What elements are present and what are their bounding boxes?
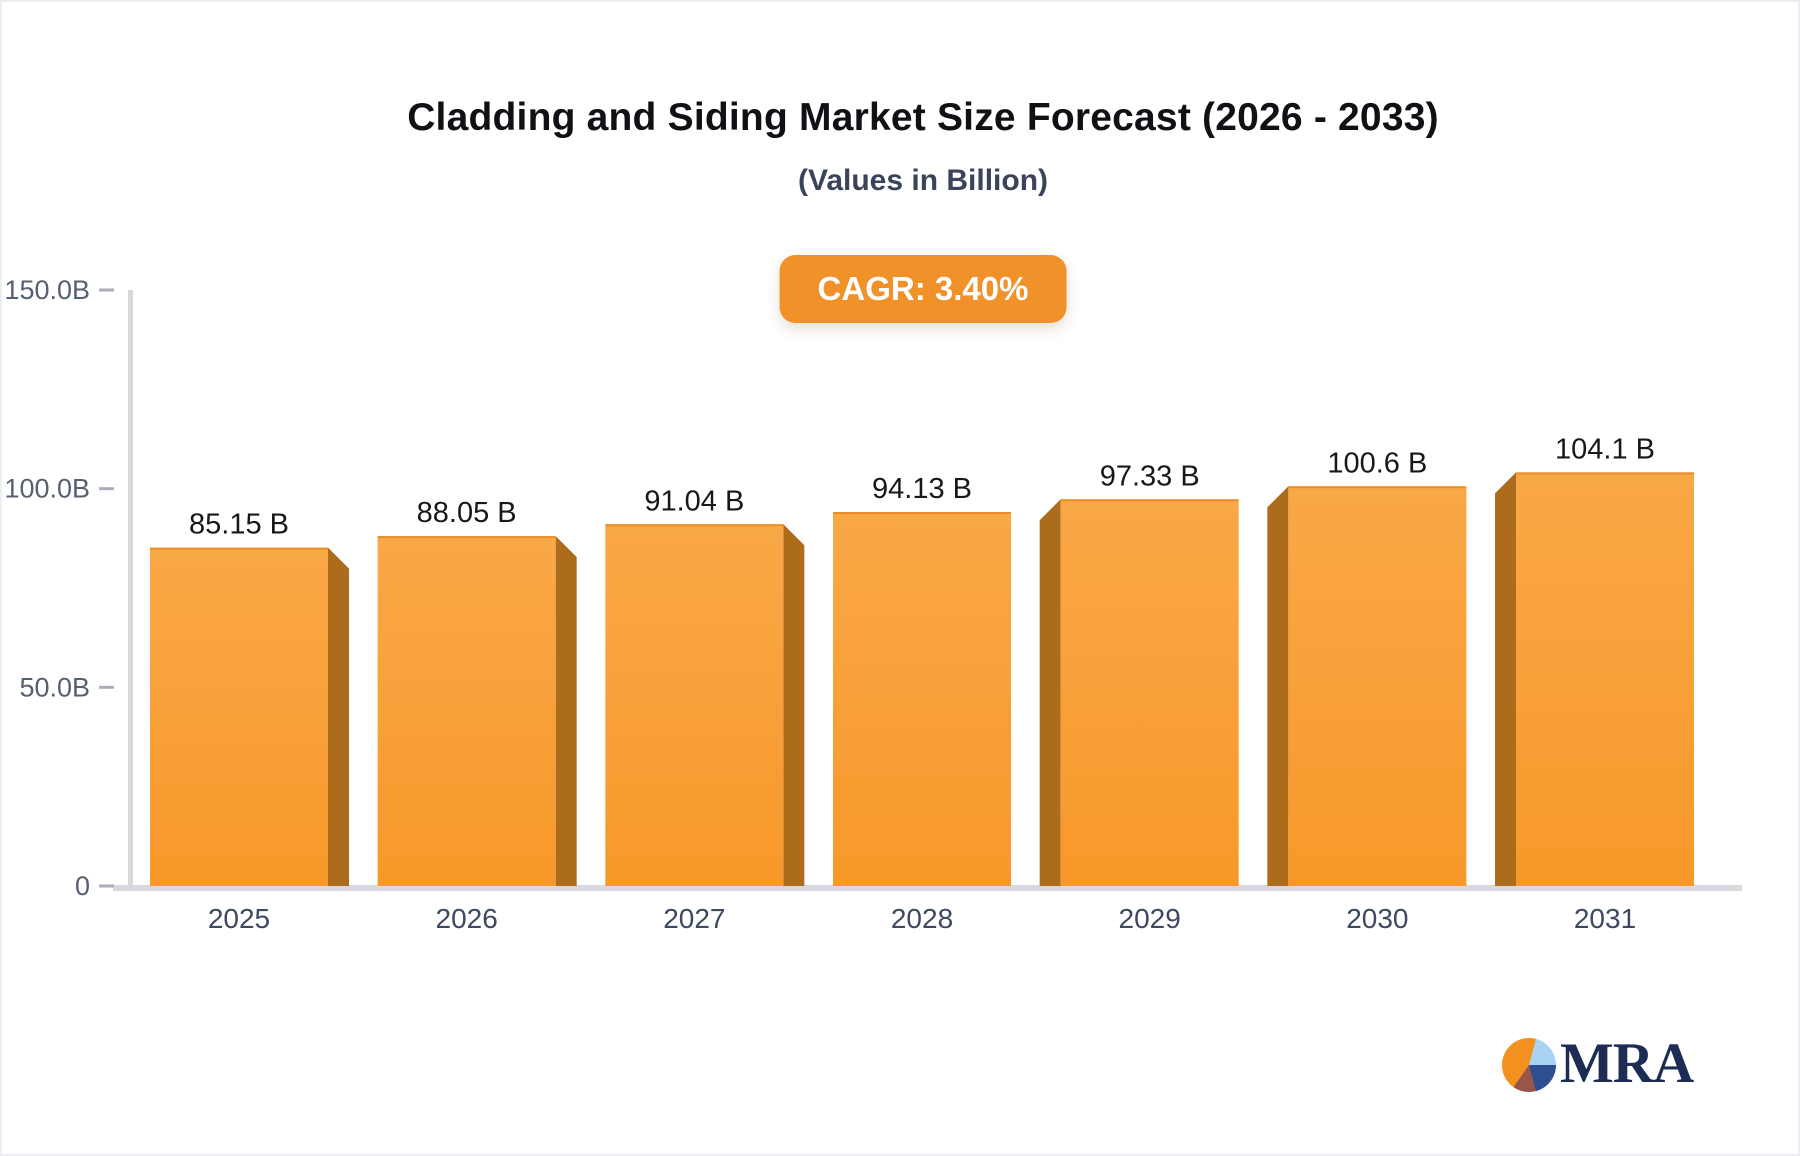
cagr-badge: CAGR: 3.40% bbox=[779, 255, 1067, 323]
bar-2029 bbox=[1060, 499, 1239, 886]
x-tick-label: 2026 bbox=[436, 903, 498, 934]
bar-value-label: 91.04 B bbox=[644, 485, 744, 517]
bar-side-face bbox=[328, 547, 349, 886]
bar-value-label: 85.15 B bbox=[189, 509, 289, 541]
bar-value-label: 104.1 B bbox=[1555, 433, 1655, 465]
x-tick-label: 2030 bbox=[1346, 903, 1408, 934]
bar-value-label: 97.33 B bbox=[1100, 460, 1200, 492]
bar-2025 bbox=[150, 547, 328, 886]
bar-2030 bbox=[1288, 486, 1467, 886]
mra-logo-text: MRA bbox=[1560, 1031, 1694, 1095]
bar-2027 bbox=[605, 524, 784, 886]
y-tick-label: 50.0B bbox=[19, 672, 90, 702]
chart-title: Cladding and Siding Market Size Forecast… bbox=[407, 96, 1439, 139]
bar-side-face bbox=[555, 536, 577, 886]
bar-2031 bbox=[1516, 472, 1695, 886]
bar-side-face bbox=[1495, 472, 1517, 886]
mra-logo: MRA bbox=[1502, 1031, 1694, 1095]
y-tick-label: 150.0B bbox=[4, 275, 90, 305]
bar-2026 bbox=[377, 536, 556, 886]
pie-chart-logo-icon bbox=[1502, 1038, 1556, 1092]
chart-subtitle: (Values in Billion) bbox=[797, 164, 1049, 197]
bar-side-face bbox=[1039, 499, 1061, 886]
bar-side-face bbox=[783, 524, 805, 886]
cagr-badge-label: CAGR: 3.40% bbox=[817, 270, 1029, 307]
bar-side-face bbox=[1267, 486, 1289, 886]
bar-value-label: 88.05 B bbox=[417, 497, 517, 529]
x-tick-label: 2031 bbox=[1574, 903, 1636, 934]
x-tick-label: 2027 bbox=[663, 903, 725, 934]
y-tick-label: 0 bbox=[75, 871, 90, 901]
x-tick-label: 2025 bbox=[208, 903, 270, 934]
bar-2028 bbox=[833, 511, 1012, 886]
bar-value-label: 94.13 B bbox=[872, 473, 972, 505]
x-tick-label: 2029 bbox=[1119, 903, 1181, 934]
y-tick-label: 100.0B bbox=[4, 474, 90, 504]
x-tick-label: 2028 bbox=[891, 903, 953, 934]
bar-value-label: 100.6 B bbox=[1327, 447, 1427, 479]
